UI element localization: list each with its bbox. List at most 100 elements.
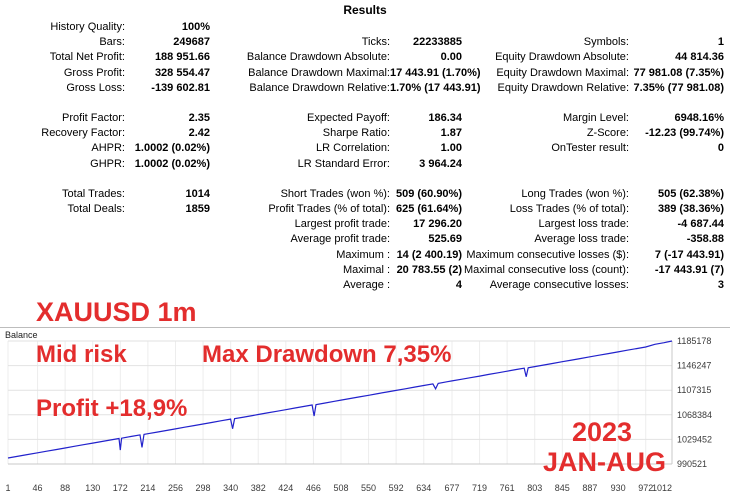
stat-label: Balance Drawdown Absolute:	[246, 51, 390, 64]
x-axis-tick-label: 46	[33, 483, 43, 493]
stats-grid: History Quality: 100% Bars: 249687 Ticks: 222…	[0, 20, 730, 293]
x-axis-tick-label: 130	[85, 483, 100, 493]
stat-label: Symbols:	[583, 36, 629, 49]
stat-value: 2.42	[188, 127, 210, 140]
stats-row: Total Deals: 1859 Profit Trades (% of tota…	[0, 202, 730, 217]
stat-label: Equity Drawdown Maximal:	[496, 66, 629, 79]
stat-value: 22233885	[413, 36, 462, 49]
stat-label: Balance Drawdown Maximal:	[248, 66, 390, 79]
x-axis-tick-label: 256	[168, 483, 183, 493]
stat-label: Average loss trade:	[534, 233, 629, 246]
stats-spacer-row	[0, 96, 730, 111]
stat-value: 1	[717, 36, 724, 49]
stat-label: Margin Level:	[562, 112, 629, 125]
stat-label: Total Trades:	[62, 187, 125, 200]
x-axis-tick-label: 761	[500, 483, 515, 493]
stat-value: 1.70% (17 443.91)	[390, 81, 481, 94]
stat-value: 1.00	[440, 142, 462, 155]
stat-value: 1014	[185, 187, 210, 200]
stats-row: Average : 4 Average consecutive losses: 3	[0, 278, 730, 293]
stats-row: Total Trades: 1014 Short Trades (won %): 50…	[0, 187, 730, 202]
stat-value: 525.69	[428, 233, 462, 246]
stat-label: Total Deals:	[67, 202, 125, 215]
stat-label: Profit Factor:	[62, 112, 125, 125]
stats-row: AHPR: 1.0002 (0.02%) LR Correlation: 1.00 On…	[0, 141, 730, 156]
y-axis-tick-label: 1146247	[677, 361, 711, 371]
stat-value: -4 687.44	[677, 218, 724, 231]
overlay-period-text: JAN-AUG	[543, 447, 667, 477]
stat-value: 14 (2 400.19)	[396, 248, 462, 261]
stat-label: Average consecutive losses:	[489, 278, 629, 291]
stat-label: Short Trades (won %):	[280, 187, 390, 200]
x-axis-tick-label: 719	[472, 483, 487, 493]
stat-value: -358.88	[686, 233, 724, 246]
stat-value: 20 783.55 (2)	[396, 263, 462, 276]
x-axis-tick-label: 845	[555, 483, 570, 493]
stat-value: 0	[717, 142, 724, 155]
stat-label: Maximum :	[336, 248, 390, 261]
stat-value: 3 964.24	[419, 157, 462, 170]
stat-label: Loss Trades (% of total):	[509, 202, 629, 215]
stat-value: 625 (61.64%)	[395, 202, 462, 215]
stat-value: -17 443.91 (7)	[654, 263, 724, 276]
x-axis-tick-label: 930	[611, 483, 626, 493]
x-axis-tick-label: 466	[306, 483, 321, 493]
stat-value: 44 814.36	[675, 51, 724, 64]
stat-label: Maximal :	[342, 263, 390, 276]
stat-value: 17 296.20	[413, 218, 462, 231]
stat-label: Sharpe Ratio:	[322, 127, 390, 140]
stat-value: 188 951.66	[154, 51, 210, 64]
x-axis-tick-label: 424	[278, 483, 293, 493]
stat-value: 6948.16%	[674, 112, 724, 125]
stat-label: Average :	[343, 278, 390, 291]
overlay-profit-text: Profit +18,9%	[36, 395, 188, 422]
stats-row: Maximum : 14 (2 400.19) Maximum consecutiv…	[0, 247, 730, 262]
balance-chart-panel: Balance 1185178 1146247 1107315 1068384 1029…	[0, 327, 730, 497]
y-axis-tick-label: 1185178	[677, 336, 711, 346]
stat-label: Largest profit trade:	[294, 218, 390, 231]
stats-row: Recovery Factor: 2.42 Sharpe Ratio: 1.87 Z-S…	[0, 126, 730, 141]
stat-label: Equity Drawdown Relative:	[497, 81, 629, 94]
x-axis-tick-label: 382	[251, 483, 266, 493]
x-axis-tick-label: 340	[223, 483, 238, 493]
stat-label: OnTester result:	[551, 142, 629, 155]
stat-label: History Quality:	[50, 21, 125, 34]
stat-label: Gross Profit:	[63, 66, 125, 79]
x-axis-tick-label: 172	[113, 483, 128, 493]
stats-row: History Quality: 100%	[0, 20, 730, 35]
stat-value: 186.34	[428, 112, 462, 125]
x-axis-tick-label: 550	[361, 483, 376, 493]
stat-value: 0.00	[440, 51, 462, 64]
x-axis-tick-label: 298	[196, 483, 211, 493]
overlay-risk-text: Mid risk	[36, 341, 127, 368]
stat-value: 100%	[181, 21, 210, 34]
stat-label: Recovery Factor:	[41, 127, 125, 140]
stat-value: 7 (-17 443.91)	[654, 248, 724, 261]
stat-value: 3	[717, 278, 724, 291]
y-axis-tick-label: 990521	[677, 459, 707, 469]
stat-label: Maximal consecutive loss (count):	[463, 263, 629, 276]
x-axis-tick-label: 214	[140, 483, 155, 493]
x-axis-tick-label: 972	[638, 483, 653, 493]
stat-value: 17 443.91 (1.70%)	[390, 66, 481, 79]
stat-value: 389 (38.36%)	[657, 202, 724, 215]
x-axis-tick-label: 887	[582, 483, 597, 493]
balance-line	[7, 340, 673, 459]
stats-row: Maximal : 20 783.55 (2) Maximal consecutiv…	[0, 263, 730, 278]
stat-label: Bars:	[99, 36, 125, 49]
y-axis-tick-label: 1029452	[677, 434, 712, 444]
x-axis-tick-label: 88	[60, 483, 70, 493]
stat-value: 1.0002 (0.02%)	[134, 157, 210, 170]
stat-label: Average profit trade:	[290, 233, 390, 246]
stat-label: Z-Score:	[586, 127, 629, 140]
x-axis-tick-label: 634	[416, 483, 431, 493]
stats-row: Profit Factor: 2.35 Expected Payoff: 186.34…	[0, 111, 730, 126]
overlay-symbol-text: XAUUSD 1m	[36, 297, 197, 327]
stat-label: Largest loss trade:	[538, 218, 630, 231]
stat-label: GHPR:	[90, 157, 125, 170]
y-axis-tick-label: 1107315	[677, 385, 711, 395]
stats-row: Gross Profit: 328 554.47 Balance Drawdown …	[0, 66, 730, 81]
balance-chart[interactable]: 1185178 1146247 1107315 1068384 1029452 99052…	[0, 328, 730, 498]
x-axis-tick-label: 803	[527, 483, 542, 493]
stat-value: 505 (62.38%)	[657, 187, 724, 200]
